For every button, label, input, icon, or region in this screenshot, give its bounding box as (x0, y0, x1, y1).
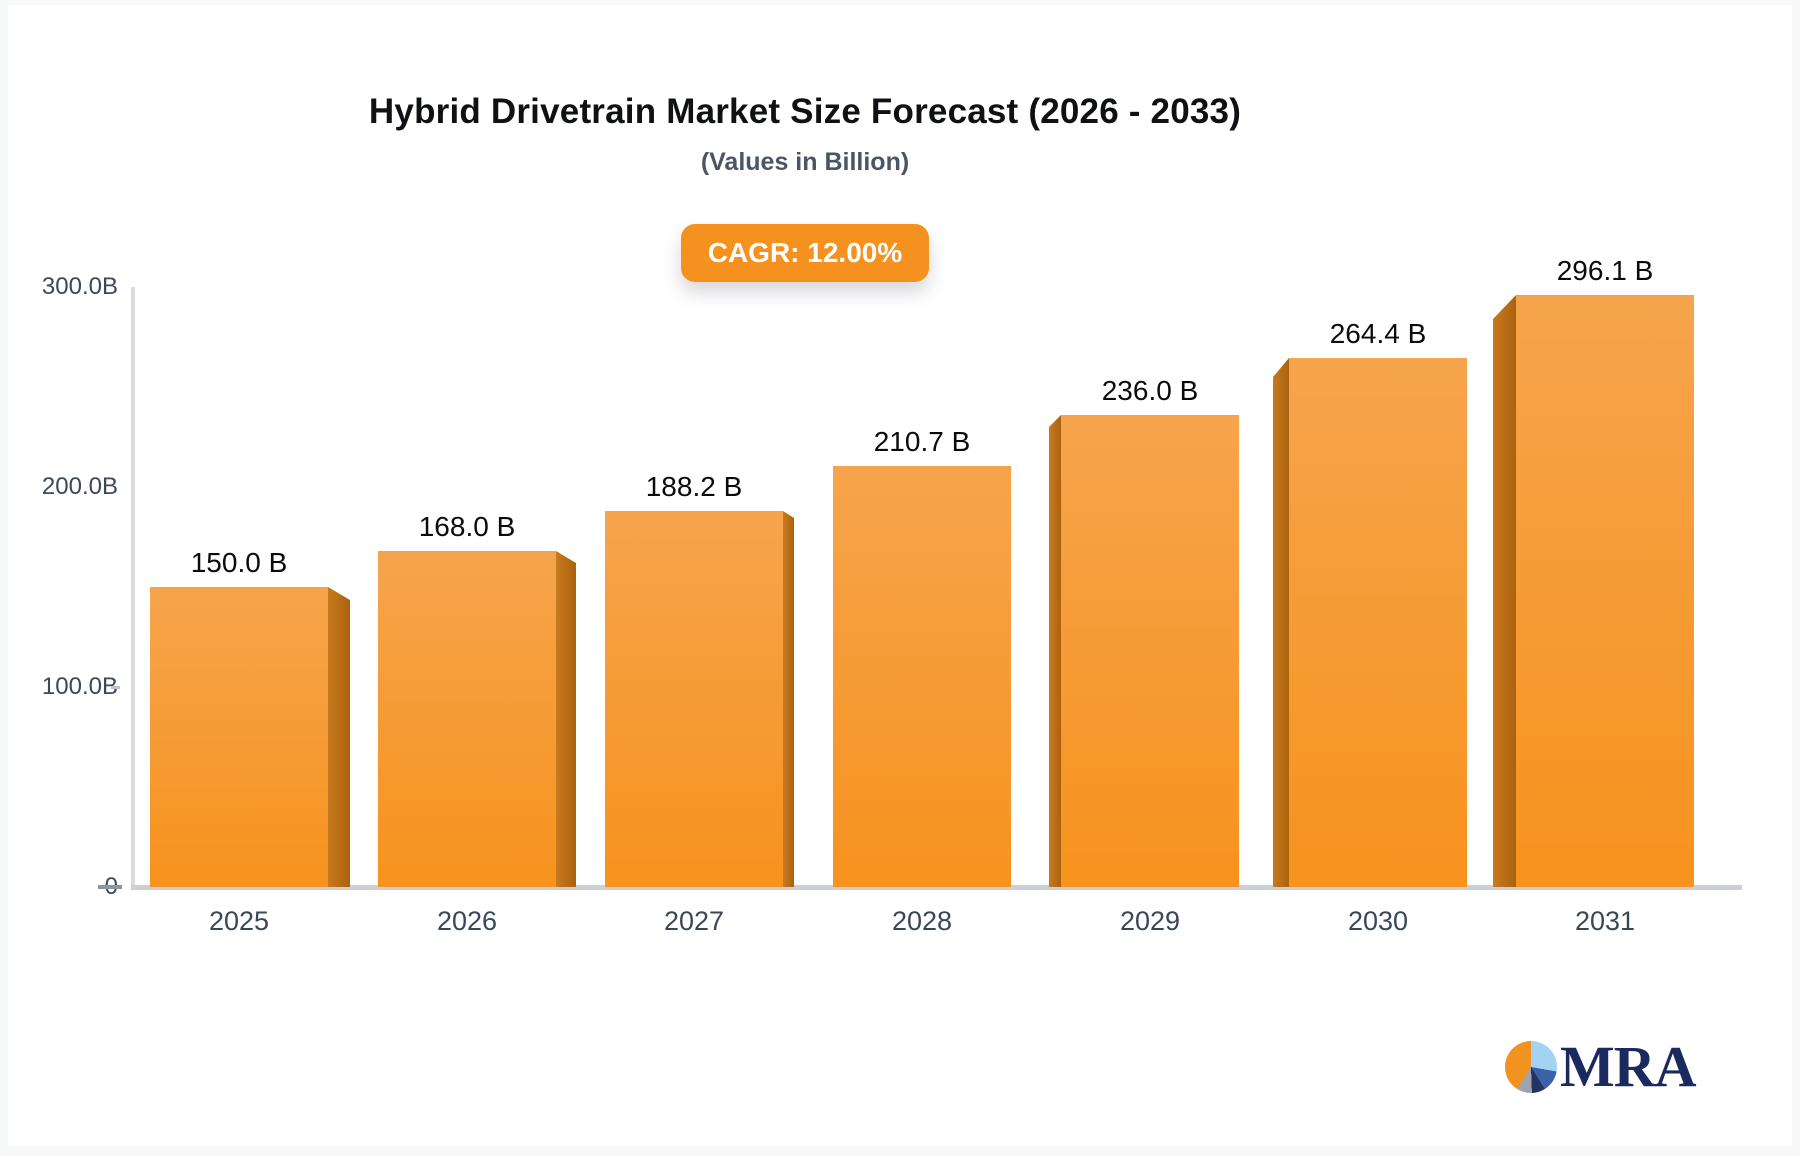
y-axis-tick-label: 200.0B (41, 473, 118, 500)
mra-logo: MRA (1505, 1034, 1697, 1099)
bar-value-label: 168.0 B (418, 511, 516, 542)
cagr-badge: CAGR: 12.00% (680, 224, 930, 282)
x-axis-label-2029: 2029 (1119, 906, 1181, 936)
logo-text: MRA (1560, 1034, 1697, 1099)
bar-side-panel (556, 551, 576, 887)
cagr-badge-row: CAGR: 12.00% (0, 224, 1610, 282)
y-axis-tick-label: 300.0B (41, 273, 118, 300)
y-axis-tick-mark (111, 686, 120, 689)
x-axis-label-2031: 2031 (1574, 906, 1636, 936)
bar-value-label: 210.7 B (873, 426, 971, 457)
chart-title: Hybrid Drivetrain Market Size Forecast (… (368, 92, 1242, 131)
bar-value-label: 296.1 B (1556, 255, 1654, 286)
bar-2030 (1289, 358, 1467, 887)
bar-2027 (605, 511, 783, 887)
bar-value-label: 236.0 B (1101, 375, 1199, 406)
x-axis-label-2028: 2028 (891, 906, 953, 936)
x-axis-label-2025: 2025 (208, 906, 270, 936)
bar-2031 (1516, 295, 1694, 887)
bar-side-panel (1493, 295, 1516, 887)
bar-value-label: 264.4 B (1329, 318, 1427, 349)
bar-value-label: 188.2 B (645, 471, 743, 502)
y-axis-tick-mark (98, 885, 122, 889)
bar-2025 (150, 587, 328, 887)
x-axis-label-2030: 2030 (1347, 906, 1409, 936)
chart-subtitle: (Values in Billion) (700, 148, 910, 176)
bar-side-panel (1273, 358, 1289, 887)
x-axis-label-2026: 2026 (436, 906, 498, 936)
x-axis-baseline (131, 885, 1742, 890)
y-axis-line (131, 287, 135, 887)
bar-side-panel (783, 511, 794, 887)
pie-chart-logo-icon (1505, 1041, 1557, 1093)
bar-2026 (378, 551, 556, 887)
bar-side-panel (1049, 415, 1061, 887)
x-axis-label-2027: 2027 (663, 906, 725, 936)
bar-2028 (833, 466, 1011, 887)
bar-value-label: 150.0 B (190, 547, 288, 578)
bar-2029 (1061, 415, 1239, 887)
y-axis-tick-label: 100.0B (41, 673, 118, 700)
bar-side-panel (328, 587, 350, 887)
